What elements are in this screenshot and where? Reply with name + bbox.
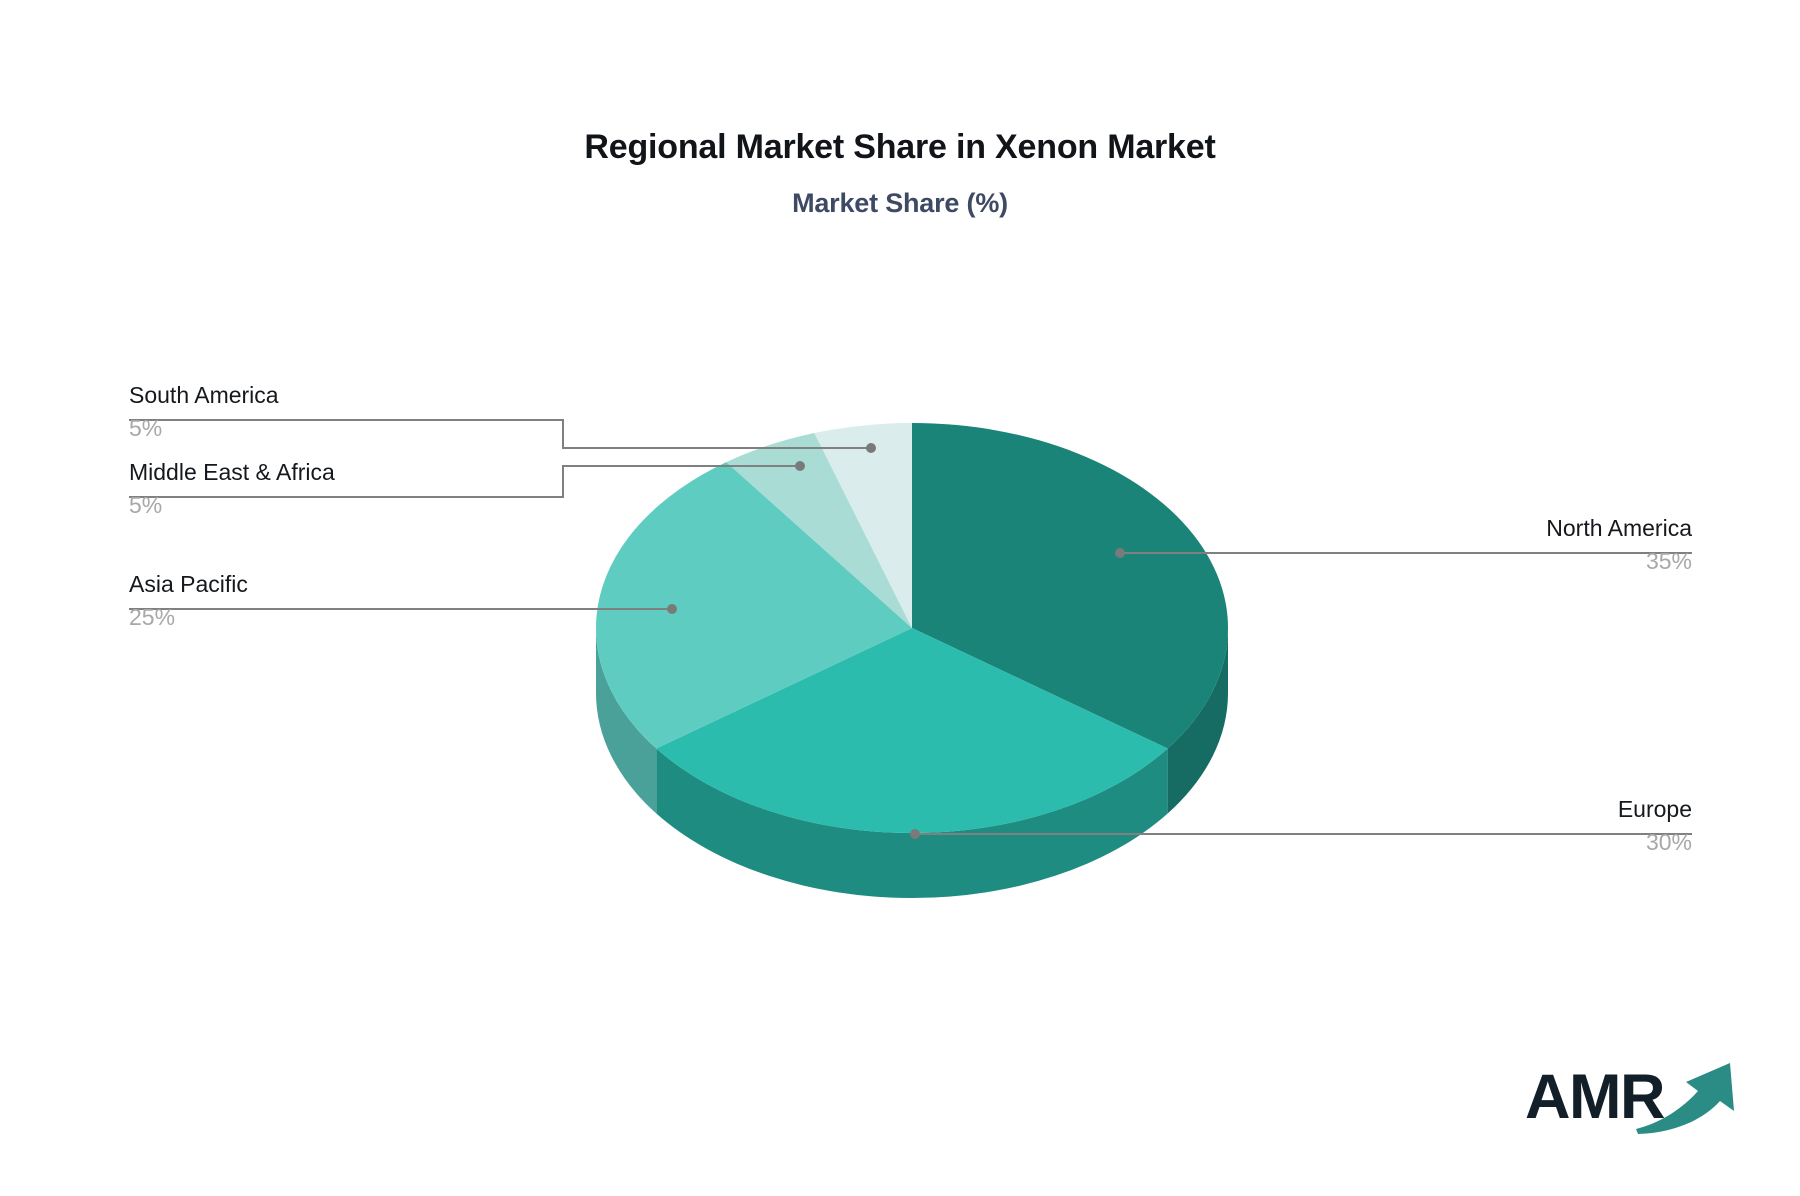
leader-dot-south-america bbox=[866, 443, 876, 453]
callout-label-asia-pacific: Asia Pacific bbox=[129, 571, 248, 597]
leader-dot-north-america bbox=[1115, 548, 1125, 558]
pie-top-face bbox=[595, 422, 1229, 834]
callout-label-middle-east-africa: Middle East & Africa bbox=[129, 459, 335, 485]
slice-north-america[interactable] bbox=[912, 422, 1229, 749]
amr-wordmark: AMR bbox=[1525, 1062, 1665, 1132]
leader-south-america bbox=[129, 419, 871, 449]
slice-south-america[interactable] bbox=[814, 423, 912, 628]
leader-lines bbox=[129, 419, 1692, 839]
slice-side-asia-pacific bbox=[596, 628, 657, 814]
callout-north-america[interactable]: North America 35% bbox=[1546, 513, 1692, 576]
callout-value-south-america: 5% bbox=[129, 415, 163, 441]
slice-asia-pacific[interactable] bbox=[595, 462, 912, 749]
callout-value-europe: 30% bbox=[1645, 829, 1692, 855]
callout-value-north-america: 35% bbox=[1645, 548, 1692, 574]
callout-south-america[interactable]: South America 5% bbox=[129, 380, 279, 443]
callout-asia-pacific[interactable]: Asia Pacific 25% bbox=[129, 569, 248, 632]
callout-europe[interactable]: Europe 30% bbox=[1618, 794, 1692, 857]
amr-logo: AMR bbox=[1525, 1046, 1740, 1141]
slice-europe[interactable] bbox=[656, 628, 1168, 834]
callout-label-north-america: North America bbox=[1546, 515, 1692, 541]
callout-value-middle-east-africa: 5% bbox=[129, 492, 163, 518]
slice-middle-east-africa[interactable] bbox=[726, 433, 912, 628]
leader-dot-europe bbox=[910, 829, 920, 839]
chart-title: Regional Market Share in Xenon Market bbox=[584, 128, 1216, 166]
callout-label-south-america: South America bbox=[129, 382, 279, 408]
leader-dot-middle-east-africa bbox=[795, 461, 805, 471]
chart-subtitle: Market Share (%) bbox=[792, 188, 1008, 218]
leader-dot-asia-pacific bbox=[667, 604, 677, 614]
pie-3d-side bbox=[596, 628, 1228, 899]
callout-label-europe: Europe bbox=[1617, 796, 1692, 822]
callout-middle-east-africa[interactable]: Middle East & Africa 5% bbox=[129, 457, 335, 520]
slice-side-north-america bbox=[1167, 628, 1228, 814]
leader-middle-east-africa bbox=[129, 465, 800, 498]
growth-arrow-icon bbox=[1636, 1063, 1734, 1134]
callout-value-asia-pacific: 25% bbox=[129, 604, 176, 630]
slice-side-europe bbox=[656, 748, 1168, 899]
